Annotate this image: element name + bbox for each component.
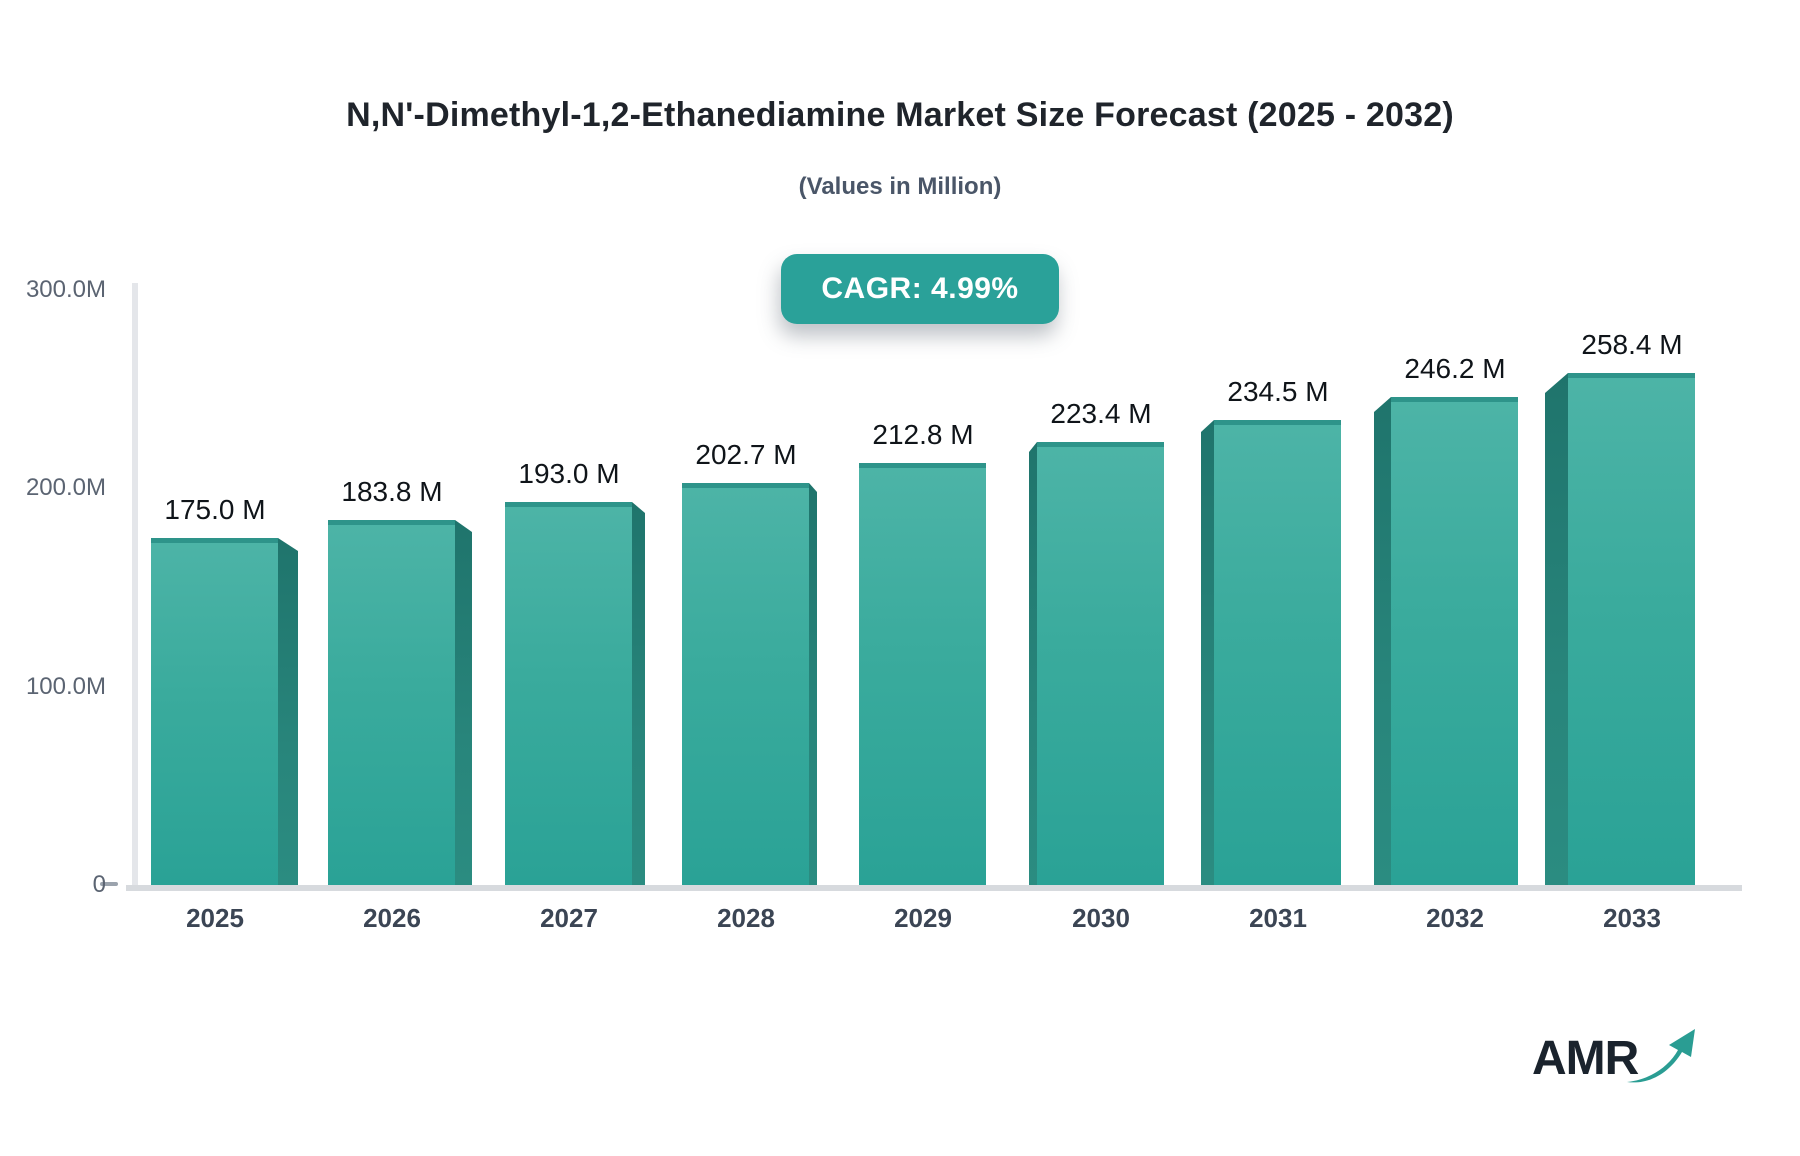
amr-logo: AMR [1532, 1029, 1698, 1088]
bar-2028 [682, 483, 809, 885]
x-axis-tick-label: 2025 [186, 903, 244, 933]
x-axis-baseline [126, 885, 1742, 891]
y-axis-tick-label: 200.0M [25, 474, 106, 501]
x-axis-tick-label: 2032 [1426, 903, 1484, 933]
bar-value-label: 234.5 M [1227, 376, 1329, 407]
bar-side-face [278, 538, 298, 885]
bar-value-label: 193.0 M [518, 458, 620, 489]
bar-value-label: 212.8 M [872, 419, 974, 450]
bar-value-label: 258.4 M [1581, 329, 1683, 360]
x-axis-tick-label: 2030 [1072, 903, 1130, 933]
bar-value-label: 246.2 M [1404, 353, 1506, 384]
bar-2032 [1391, 397, 1518, 885]
x-axis-tick-label: 2027 [540, 903, 598, 933]
y-axis-line [132, 283, 138, 891]
cagr-badge-wrap: CAGR: 4.99% [40, 254, 1800, 324]
x-axis-tick-label: 2028 [717, 903, 775, 933]
bar-value-label: 175.0 M [164, 494, 266, 525]
bar-2030 [1037, 442, 1164, 885]
growth-arrow-icon [1627, 1029, 1696, 1083]
x-axis-tick-label: 2026 [363, 903, 421, 933]
y-axis-zero-tick [100, 882, 118, 886]
bar-value-label: 183.8 M [341, 476, 443, 507]
bar-side-face [1545, 373, 1568, 885]
amr-logo-text: AMR [1532, 1032, 1639, 1085]
x-axis-tick-label: 2029 [894, 903, 952, 933]
bar-side-face [809, 483, 817, 885]
chart-subtitle: (Values in Million) [798, 173, 1002, 200]
y-axis-tick-label: 0 [92, 871, 106, 898]
bar-2031 [1214, 420, 1341, 885]
bar-2033 [1568, 373, 1695, 885]
bar-value-label: 202.7 M [695, 439, 797, 470]
bar-side-face [1029, 442, 1037, 885]
x-axis-tick-label: 2031 [1249, 903, 1307, 933]
bar-2025 [151, 538, 278, 885]
bar-side-face [455, 520, 472, 885]
bar-side-face [632, 502, 645, 885]
chart-title: N,N'-Dimethyl-1,2-Ethanediamine Market S… [346, 96, 1454, 134]
y-axis-tick-label: 300.0M [25, 276, 106, 303]
bar-value-label: 223.4 M [1050, 398, 1152, 429]
x-axis-tick-label: 2033 [1603, 903, 1661, 933]
bar-2027 [505, 502, 632, 885]
cagr-badge: CAGR: 4.99% [781, 254, 1059, 324]
bar-side-face [1374, 397, 1391, 885]
bar-side-face [1201, 420, 1214, 885]
bar-2029 [859, 463, 986, 885]
bar-2026 [328, 520, 455, 885]
y-axis-tick-label: 100.0M [25, 673, 106, 700]
